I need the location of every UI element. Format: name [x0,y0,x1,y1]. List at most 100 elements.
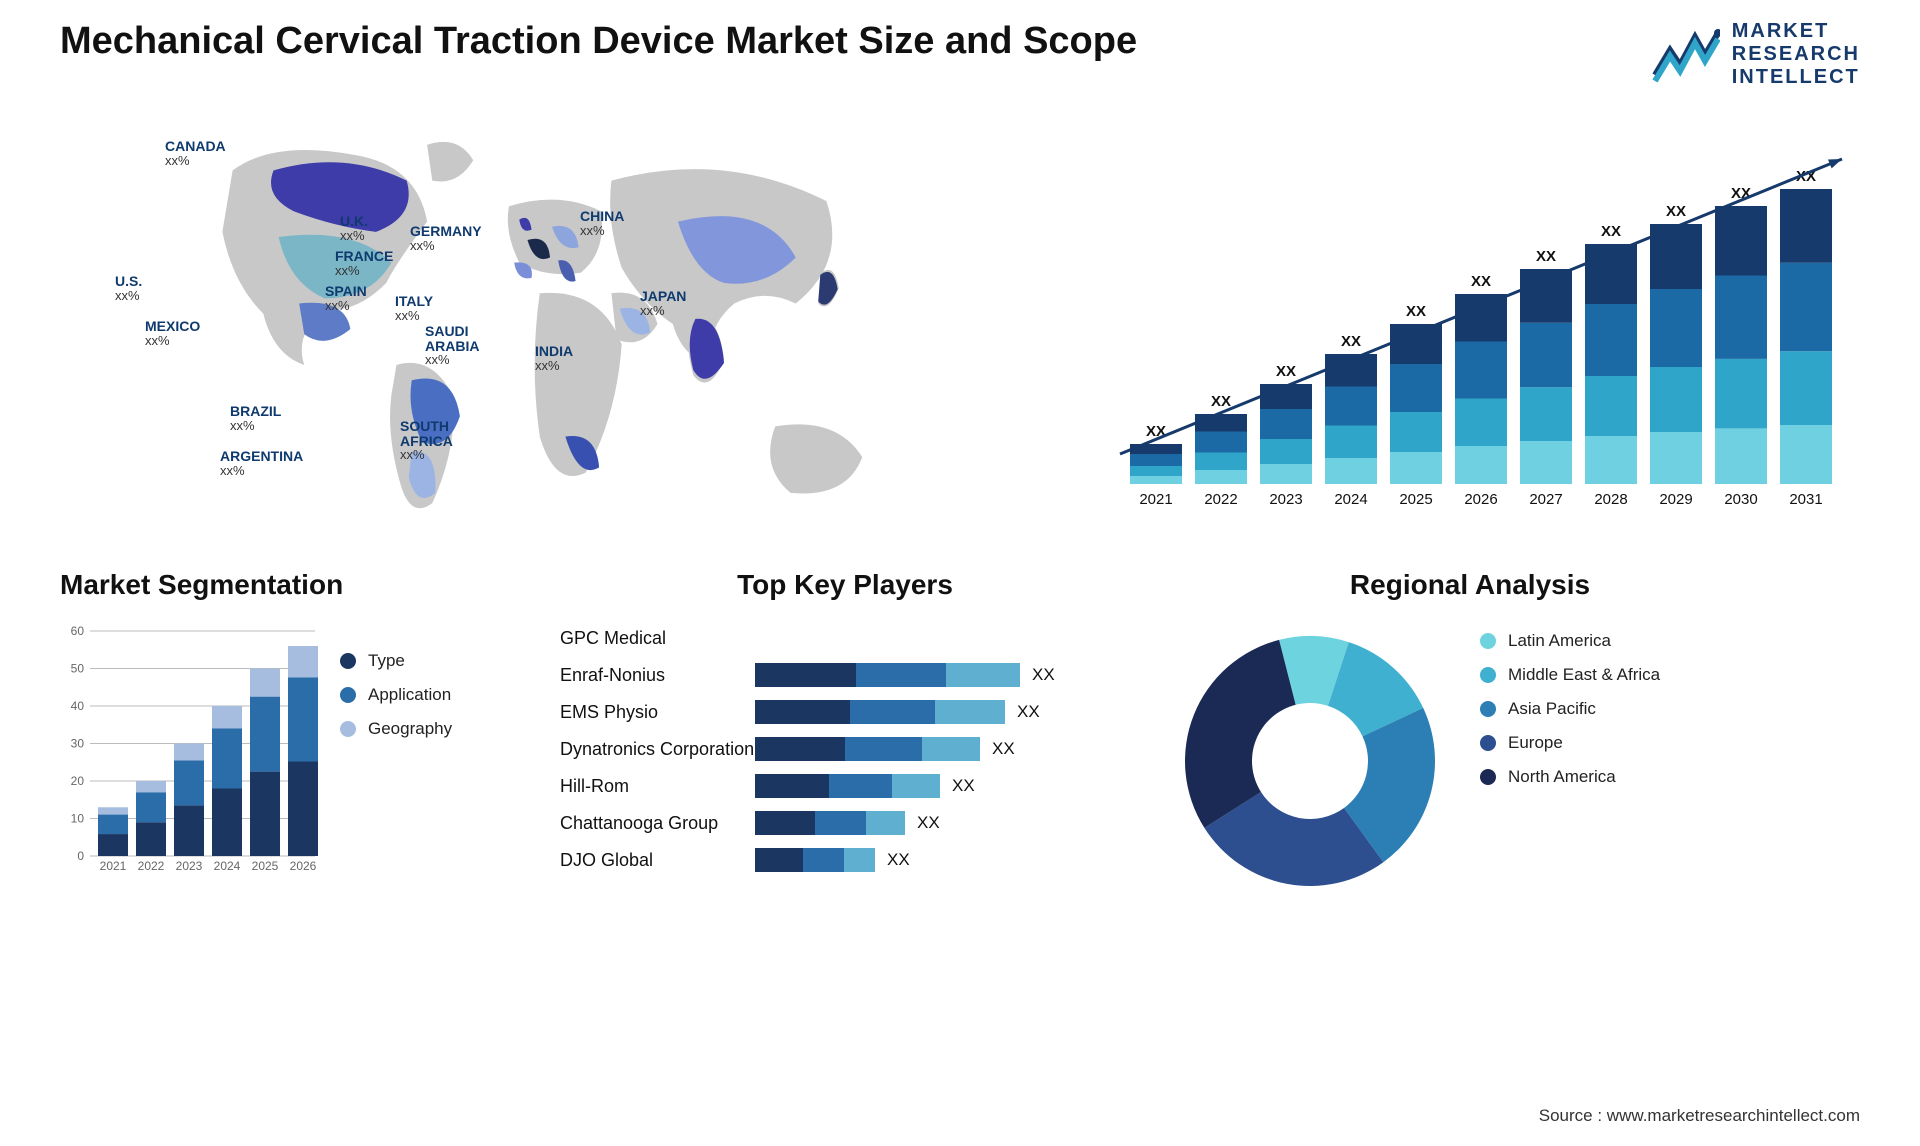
logo-line3: INTELLECT [1732,66,1860,89]
country-label: SOUTHAFRICAxx% [400,419,453,462]
regional-panel: Regional Analysis Latin America Middle Ea… [1170,569,1770,901]
legend-label: Type [368,651,405,671]
country-label: ITALYxx% [395,294,433,322]
key-players-panel: Top Key Players GPC Medical Enraf-Nonius X… [560,569,1130,901]
player-name: Chattanooga Group [560,813,755,834]
country-label: SAUDIARABIAxx% [425,324,479,367]
legend-dot-icon [340,721,356,737]
svg-text:XX: XX [1666,203,1686,220]
svg-text:2021: 2021 [100,859,127,873]
player-name: Dynatronics Corporation [560,739,755,760]
legend-label: Europe [1508,733,1563,753]
country-label: MEXICOxx% [145,319,200,347]
legend-dot-icon [340,687,356,703]
player-bar: XX [755,737,1130,761]
player-bar [755,626,1130,650]
segmentation-legend: Type Application Geography [340,651,452,881]
svg-text:2022: 2022 [1204,491,1237,508]
legend-dot-icon [1480,769,1496,785]
player-value: XX [992,739,1015,759]
page-title: Mechanical Cervical Traction Device Mark… [60,20,1137,63]
country-label: CANADAxx% [165,139,226,167]
player-value: XX [1032,665,1055,685]
svg-text:2024: 2024 [1334,491,1367,508]
svg-text:2029: 2029 [1659,491,1692,508]
legend-item: Type [340,651,452,671]
svg-text:2026: 2026 [1464,491,1497,508]
legend-dot-icon [1480,735,1496,751]
svg-text:XX: XX [1471,273,1491,290]
svg-text:2023: 2023 [1269,491,1302,508]
svg-text:2030: 2030 [1724,491,1757,508]
legend-label: Application [368,685,451,705]
svg-text:60: 60 [71,624,85,638]
player-bar: XX [755,811,1130,835]
world-map: CANADAxx%U.S.xx%MEXICOxx%BRAZILxx%ARGENT… [60,109,1040,539]
svg-text:2026: 2026 [290,859,317,873]
country-label: ARGENTINAxx% [220,449,303,477]
legend-item: Europe [1480,733,1660,753]
top-row: CANADAxx%U.S.xx%MEXICOxx%BRAZILxx%ARGENT… [0,109,1920,539]
segmentation-title: Market Segmentation [60,569,520,601]
svg-text:20: 20 [71,774,85,788]
player-bar: XX [755,774,1130,798]
svg-text:2031: 2031 [1789,491,1822,508]
logo-line1: MARKET [1732,20,1860,43]
forecast-chart: XX 2021 XX 2022 XX 2023 XX 2024 XX 2025 XX 2026 XX 20… [1100,109,1860,539]
player-row: EMS PhysioXX [560,695,1130,729]
country-label: GERMANYxx% [410,224,482,252]
player-value: XX [887,850,910,870]
svg-text:XX: XX [1406,303,1426,320]
legend-item: Geography [340,719,452,739]
logo: MARKET RESEARCH INTELLECT [1650,20,1860,89]
svg-text:2021: 2021 [1139,491,1172,508]
svg-text:2027: 2027 [1529,491,1562,508]
player-bar: XX [755,848,1130,872]
country-label: SPAINxx% [325,284,367,312]
country-label: FRANCExx% [335,249,393,277]
player-value: XX [952,776,975,796]
legend-item: North America [1480,767,1660,787]
svg-text:XX: XX [1341,333,1361,350]
country-label: INDIAxx% [535,344,573,372]
header: Mechanical Cervical Traction Device Mark… [0,0,1920,99]
svg-text:30: 30 [71,737,85,751]
svg-text:XX: XX [1276,363,1296,380]
logo-line2: RESEARCH [1732,43,1860,66]
country-label: U.K.xx% [340,214,368,242]
segmentation-chart: 0102030405060202120222023202420252026 [60,621,320,881]
legend-label: Asia Pacific [1508,699,1596,719]
regional-title: Regional Analysis [1170,569,1770,601]
legend-item: Asia Pacific [1480,699,1660,719]
country-label: BRAZILxx% [230,404,281,432]
svg-text:XX: XX [1601,223,1621,240]
svg-text:2022: 2022 [138,859,165,873]
regional-donut [1170,621,1450,901]
player-name: DJO Global [560,850,755,871]
svg-text:2025: 2025 [1399,491,1432,508]
player-row: DJO Global XX [560,843,1130,877]
legend-dot-icon [1480,633,1496,649]
country-label: CHINAxx% [580,209,624,237]
bottom-row: Market Segmentation 01020304050602021202… [0,539,1920,901]
legend-item: Middle East & Africa [1480,665,1660,685]
players-list: GPC MedicalEnraf-NoniusXXEMS PhysioXXDyn… [560,621,1130,877]
segmentation-panel: Market Segmentation 01020304050602021202… [60,569,520,901]
legend-label: Geography [368,719,452,739]
legend-label: Latin America [1508,631,1611,651]
legend-item: Latin America [1480,631,1660,651]
player-name: Hill-Rom [560,776,755,797]
player-bar: XX [755,663,1130,687]
logo-mark-icon [1650,25,1720,85]
player-value: XX [1017,702,1040,722]
svg-text:2024: 2024 [214,859,241,873]
player-row: Enraf-Nonius XX [560,658,1130,692]
svg-text:XX: XX [1536,248,1556,265]
player-bar: XX [755,700,1130,724]
svg-text:10: 10 [71,812,85,826]
player-name: GPC Medical [560,628,755,649]
legend-label: Middle East & Africa [1508,665,1660,685]
key-players-title: Top Key Players [560,569,1130,601]
player-name: Enraf-Nonius [560,665,755,686]
svg-text:2023: 2023 [176,859,203,873]
